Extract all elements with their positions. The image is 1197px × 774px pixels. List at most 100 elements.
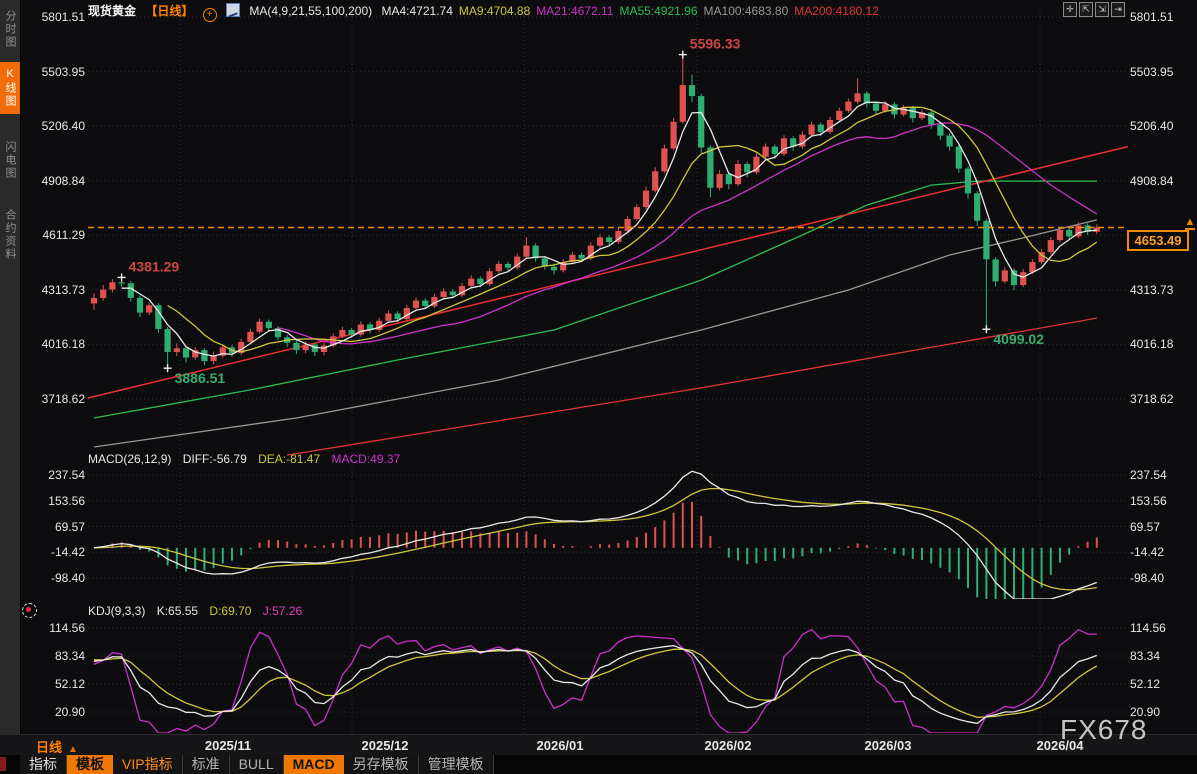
macd-axis-label-right: -98.40	[1130, 571, 1165, 585]
kdj-axis-label-left: 52.12	[54, 677, 85, 691]
candle-body	[974, 193, 981, 221]
candle-body	[863, 93, 870, 104]
candle-body	[504, 263, 512, 268]
candle-body	[136, 297, 144, 313]
fit-horizontal-icon[interactable]: ⇲	[1095, 2, 1109, 17]
kdj-j-value: J:57.26	[262, 604, 303, 618]
candle-body	[725, 174, 732, 185]
exit-chart-icon[interactable]: ⇥	[1111, 2, 1125, 17]
macd-axis-label-right: -14.42	[1130, 545, 1165, 560]
candle-body	[302, 344, 309, 351]
kdj-axis-label-left: 83.34	[54, 649, 85, 663]
candle-body	[780, 138, 788, 154]
kdj-axis-label-right: 20.90	[1130, 705, 1161, 719]
candle-body	[569, 254, 576, 263]
circle-plus-icon[interactable]: +	[202, 8, 217, 22]
toolbar-tab-管理模板[interactable]: 管理模板	[418, 755, 494, 774]
indicator-target-icon[interactable]	[22, 603, 37, 618]
candle-body	[1001, 270, 1008, 282]
candle-body	[458, 286, 466, 296]
candle-body	[422, 300, 429, 307]
corner-marker	[0, 757, 6, 771]
candle-body	[596, 237, 604, 246]
candle-body	[882, 104, 889, 111]
macd-diff-value: DIFF:-56.79	[182, 452, 247, 466]
candle-body	[1075, 225, 1082, 237]
candle-body	[909, 108, 916, 119]
macd-axis-label-left: -14.42	[50, 545, 85, 560]
x-axis-label: 2026/01	[536, 738, 584, 753]
candle-body	[1010, 270, 1018, 286]
last-price-box: 4653.49	[1127, 230, 1189, 251]
macd-dea-value: DEA:-81.47	[258, 452, 321, 466]
toolbar-tab-MACD[interactable]: MACD	[283, 755, 344, 774]
toolbar-tab-BULL[interactable]: BULL	[229, 755, 284, 774]
ma-settings: MA(4,9,21,55,100,200)	[249, 4, 373, 18]
candle-body	[716, 174, 723, 188]
symbol-name: 现货黄金	[88, 4, 137, 18]
macd-params: MACD(26,12,9)	[88, 452, 172, 466]
jump-to-latest-icon[interactable]: ▲	[1184, 216, 1196, 230]
ma9-line	[167, 106, 1098, 353]
sidebar-item-分时图[interactable]: 分时图	[4, 9, 16, 49]
toolbar-tab-另存模板[interactable]: 另存模板	[343, 755, 419, 774]
kdj-axis-label-left: 20.90	[54, 705, 85, 719]
period-dropdown[interactable]: 日线 ▲	[36, 737, 78, 756]
candle-body	[707, 147, 714, 188]
bottom-toolbar: 指标 模板 VIP指标 标准 BULL MACD 另存模板 管理模板	[0, 755, 1197, 774]
kdj-axis-label-left: 114.56	[49, 621, 85, 635]
ma-legend-item: MA55:4921.96	[619, 4, 698, 18]
candle-body	[219, 347, 226, 356]
candle-body	[366, 324, 374, 330]
candle-body	[753, 156, 760, 173]
kdj-header: KDJ(9,3,3) K:65.55 D:69.70 J:57.26	[88, 604, 310, 618]
sidebar-item-合约资料[interactable]: 合约资料	[4, 209, 16, 261]
candle-body	[799, 134, 806, 147]
candle-body	[173, 348, 180, 352]
y-axis-label-right: 3718.62	[1130, 392, 1174, 406]
candle-body	[836, 110, 843, 120]
candle-body	[394, 313, 401, 319]
ma200-line	[287, 317, 1097, 456]
diff-line	[93, 470, 1098, 599]
candle-body	[1020, 272, 1027, 285]
candle-body	[688, 85, 696, 97]
extreme-price-label: 4381.29	[129, 259, 180, 275]
fit-vertical-icon[interactable]: ⇱	[1079, 2, 1093, 17]
macd-axis-label-right: 153.56	[1130, 493, 1167, 508]
candle-body	[587, 245, 594, 259]
ma-legend-item: MA100:4683.80	[703, 4, 789, 18]
sidebar-item-K线图[interactable]: K线图	[0, 62, 20, 114]
dropdown-arrow-icon: ▲	[68, 744, 78, 755]
candle-body	[1093, 227, 1100, 232]
candle-body	[946, 135, 953, 147]
ma-legend-item: MA4:4721.74	[381, 4, 453, 18]
y-axis-label-left: 3718.62	[41, 392, 85, 406]
candle-body	[854, 93, 861, 102]
sidebar-item-闪电图[interactable]: 闪电图	[4, 140, 16, 180]
chart-type-icon	[226, 3, 241, 17]
candle-body	[698, 96, 705, 148]
candle-body	[90, 297, 98, 304]
candle-body	[127, 283, 134, 298]
candle-body	[808, 124, 815, 135]
pan-crosshair-icon[interactable]: ✛	[1063, 2, 1077, 17]
candle-body	[293, 342, 300, 351]
candle-body	[210, 355, 217, 362]
candle-body	[238, 341, 245, 353]
candle-body	[845, 101, 852, 111]
toolbar-tab-标准[interactable]: 标准	[182, 755, 230, 774]
j-line	[93, 628, 1097, 733]
toolbar-tab-模板[interactable]: 模板	[67, 755, 113, 774]
kdj-params: KDJ(9,3,3)	[88, 604, 146, 618]
candle-body	[670, 121, 677, 149]
toolbar-tab-VIP指标[interactable]: VIP指标	[113, 755, 183, 774]
extreme-markers: 4381.29 3886.51 5596.33 4099.02	[117, 36, 1044, 386]
candle-body	[532, 245, 539, 259]
dea-line	[93, 487, 1097, 591]
candle-body	[146, 305, 153, 313]
toolbar-tab-指标[interactable]: 指标	[20, 755, 67, 774]
x-axis-label: 2025/12	[361, 738, 409, 753]
